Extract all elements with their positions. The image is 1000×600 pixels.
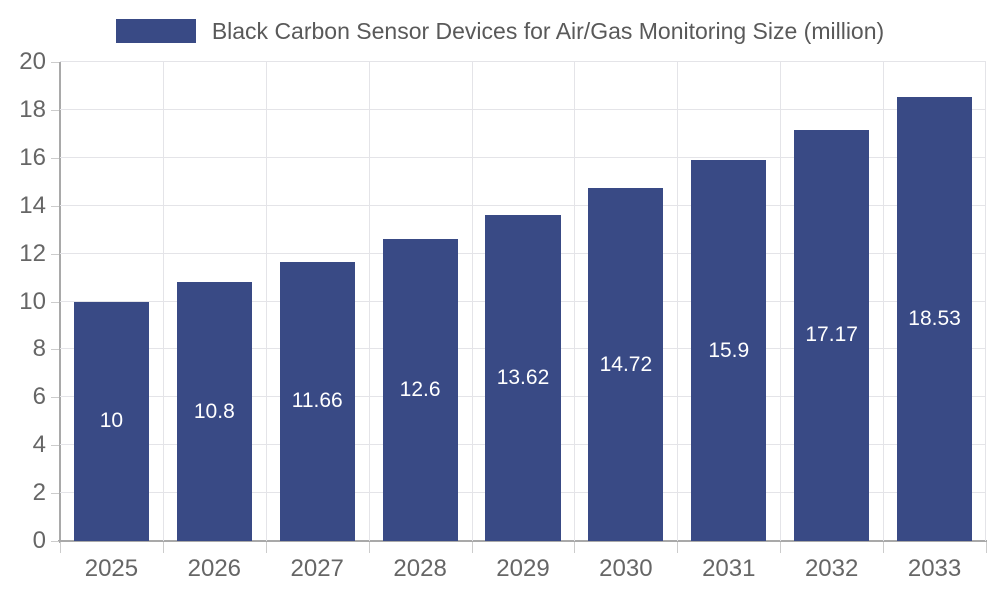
bar-value-label: 15.9 xyxy=(708,338,750,362)
y-tick-label: 4 xyxy=(32,431,46,459)
gridline-vertical xyxy=(574,62,576,541)
x-tick-label: 2029 xyxy=(496,555,550,582)
bar: 15.9 xyxy=(691,160,767,541)
y-axis-line xyxy=(59,62,61,543)
y-tick-label: 8 xyxy=(32,335,46,363)
y-tick-label: 16 xyxy=(19,143,46,171)
y-tick-mark xyxy=(51,541,59,542)
x-tick-mark xyxy=(162,542,164,553)
y-tick-mark xyxy=(51,157,59,159)
x-tick-mark xyxy=(883,542,885,553)
x-tick-label: 2030 xyxy=(599,555,653,582)
y-tick-label: 2 xyxy=(32,479,46,507)
x-tick-label: 2028 xyxy=(393,555,447,582)
bar-value-label: 13.62 xyxy=(496,365,550,389)
y-tick-label: 10 xyxy=(19,287,46,315)
y-tick-mark xyxy=(51,62,59,63)
y-tick-mark xyxy=(51,301,59,303)
legend-swatch xyxy=(115,19,196,43)
y-tick-mark xyxy=(51,397,59,399)
gridline-horizontal xyxy=(60,156,986,158)
gridline-vertical xyxy=(985,62,986,541)
gridline-vertical xyxy=(780,62,782,541)
x-tick-label: 2026 xyxy=(187,555,242,582)
x-tick-mark xyxy=(368,542,370,553)
bar-value-label: 10 xyxy=(99,409,124,433)
bar: 13.62 xyxy=(485,214,561,541)
gridline-horizontal xyxy=(60,61,986,62)
gridline-vertical xyxy=(471,62,473,541)
x-tick-mark xyxy=(986,542,987,553)
y-tick-mark xyxy=(51,109,59,111)
y-tick-label: 20 xyxy=(19,48,46,75)
y-tick-mark xyxy=(51,253,59,255)
gridline-vertical xyxy=(677,62,679,541)
x-tick-mark xyxy=(677,542,679,553)
y-tick-mark xyxy=(51,349,59,351)
bar-value-label: 14.72 xyxy=(599,352,653,376)
gridline-horizontal xyxy=(60,108,986,110)
bar: 14.72 xyxy=(588,188,664,541)
bar: 12.6 xyxy=(382,239,458,541)
bar: 11.66 xyxy=(279,261,355,541)
gridline-vertical xyxy=(265,62,267,541)
bar: 10.8 xyxy=(176,282,252,541)
x-tick-mark xyxy=(60,542,61,553)
x-tick-label: 2032 xyxy=(804,555,859,582)
x-tick-label: 2025 xyxy=(84,555,139,582)
bar-value-label: 18.53 xyxy=(908,307,961,331)
x-tick-mark xyxy=(471,542,473,553)
y-tick-mark xyxy=(51,445,59,447)
x-tick-label: 2031 xyxy=(702,555,756,582)
legend-label: Black Carbon Sensor Devices for Air/Gas … xyxy=(211,18,885,44)
bar: 10 xyxy=(73,301,149,541)
bar-value-label: 17.17 xyxy=(805,323,858,347)
x-tick-mark xyxy=(780,542,782,553)
y-tick-label: 0 xyxy=(32,527,46,554)
y-tick-label: 18 xyxy=(19,95,46,123)
x-tick-mark xyxy=(265,542,267,553)
x-tick-label: 2027 xyxy=(290,555,344,582)
bar-value-label: 10.8 xyxy=(193,399,235,423)
y-tick-label: 6 xyxy=(32,383,46,411)
x-axis-line xyxy=(58,540,987,542)
legend: Black Carbon Sensor Devices for Air/Gas … xyxy=(0,17,1000,45)
gridline-vertical xyxy=(883,62,885,541)
gridline-vertical xyxy=(162,62,164,541)
bar: 18.53 xyxy=(897,97,973,541)
y-tick-mark xyxy=(51,493,59,495)
gridline-horizontal xyxy=(60,204,986,206)
plot-area: 10 10.8 11.66 12.6 13.62 14.72 15.9 17.17 18.53 xyxy=(60,61,986,541)
y-tick-label: 12 xyxy=(19,239,46,267)
gridline-vertical xyxy=(368,62,370,541)
bar-value-label: 11.66 xyxy=(291,389,343,413)
y-tick-mark xyxy=(51,205,59,207)
x-tick-mark xyxy=(574,542,576,553)
bar-value-label: 12.6 xyxy=(399,378,441,402)
x-tick-label: 2033 xyxy=(907,555,962,582)
y-tick-label: 14 xyxy=(19,191,46,219)
bar: 17.17 xyxy=(794,129,870,541)
